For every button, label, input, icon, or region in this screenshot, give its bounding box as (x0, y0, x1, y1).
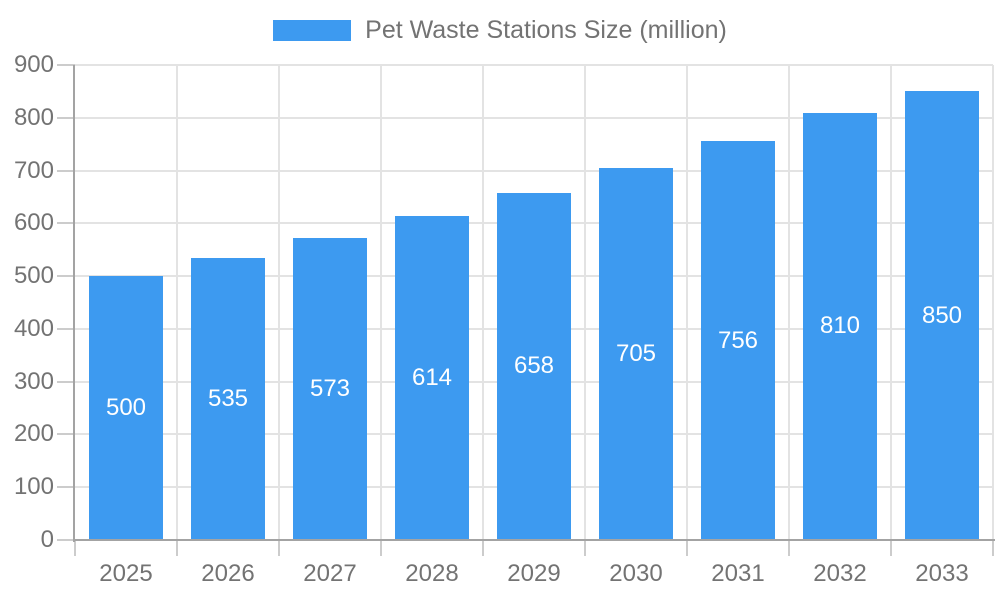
x-tick (890, 540, 892, 556)
y-tick (57, 222, 75, 225)
bar-value-label: 810 (819, 312, 861, 340)
bar (701, 141, 775, 539)
x-tick (176, 540, 178, 556)
y-axis-line (73, 65, 75, 542)
x-tick (74, 540, 76, 556)
bar-value-label: 658 (513, 352, 555, 380)
bar-value-label: 573 (309, 374, 351, 402)
bar (293, 237, 367, 539)
bar (395, 215, 469, 539)
x-gridline (278, 65, 280, 540)
x-axis-label: 2033 (915, 560, 969, 587)
x-gridline (584, 65, 586, 540)
y-axis-label: 0 (40, 526, 54, 553)
y-axis-label: 700 (13, 156, 54, 184)
y-axis-label: 200 (13, 420, 54, 448)
x-axis-label: 2026 (201, 560, 255, 587)
bar (803, 112, 877, 539)
y-tick (57, 433, 75, 436)
y-tick (57, 169, 75, 172)
bar (89, 276, 163, 539)
bar-value-label: 850 (921, 301, 963, 329)
bar-value-label: 500 (105, 394, 147, 422)
x-axis-label: 2029 (507, 560, 561, 587)
y-axis-label: 800 (13, 103, 54, 131)
bar-value-label: 535 (207, 384, 249, 412)
legend-label: Pet Waste Stations Size (million) (365, 16, 727, 44)
y-axis-label: 500 (13, 262, 54, 290)
y-axis-label: 900 (13, 51, 54, 78)
x-gridline (380, 65, 382, 540)
x-axis-label: 2031 (711, 560, 765, 587)
y-tick (57, 64, 75, 66)
x-tick (686, 540, 688, 556)
x-axis-label: 2027 (303, 560, 357, 587)
y-tick (57, 380, 75, 383)
bar (191, 257, 265, 539)
x-axis-label: 2025 (99, 560, 153, 587)
x-gridline (176, 65, 178, 540)
y-axis-label: 600 (13, 209, 54, 237)
x-tick (482, 540, 484, 556)
x-tick (278, 540, 280, 556)
bar-value-label: 705 (615, 339, 657, 367)
x-gridline (686, 65, 688, 540)
y-gridline (75, 169, 993, 172)
y-tick (57, 327, 75, 330)
x-axis-label: 2032 (813, 560, 867, 587)
y-gridline (75, 116, 993, 119)
y-axis-label: 400 (13, 314, 54, 342)
x-gridline (482, 65, 484, 540)
x-tick (992, 540, 994, 556)
bar (905, 91, 979, 539)
x-gridline (788, 65, 790, 540)
x-tick (584, 540, 586, 556)
bar-value-label: 756 (717, 326, 759, 354)
x-tick (380, 540, 382, 556)
y-axis-label: 100 (13, 473, 54, 501)
bar (599, 167, 673, 539)
x-axis-label: 2030 (609, 560, 663, 587)
y-axis-label: 300 (13, 367, 54, 395)
legend-swatch (273, 19, 352, 41)
x-axis-line (73, 539, 995, 541)
x-gridline (992, 65, 994, 540)
bar (497, 192, 571, 539)
y-tick (57, 275, 75, 278)
x-axis-label: 2028 (405, 560, 459, 587)
y-tick (57, 486, 75, 489)
y-tick (57, 116, 75, 119)
y-tick (57, 539, 75, 541)
y-gridline (75, 64, 993, 66)
x-gridline (890, 65, 892, 540)
bar-value-label: 614 (411, 363, 453, 391)
legend: Pet Waste Stations Size (million) (0, 16, 1000, 44)
x-tick (788, 540, 790, 556)
